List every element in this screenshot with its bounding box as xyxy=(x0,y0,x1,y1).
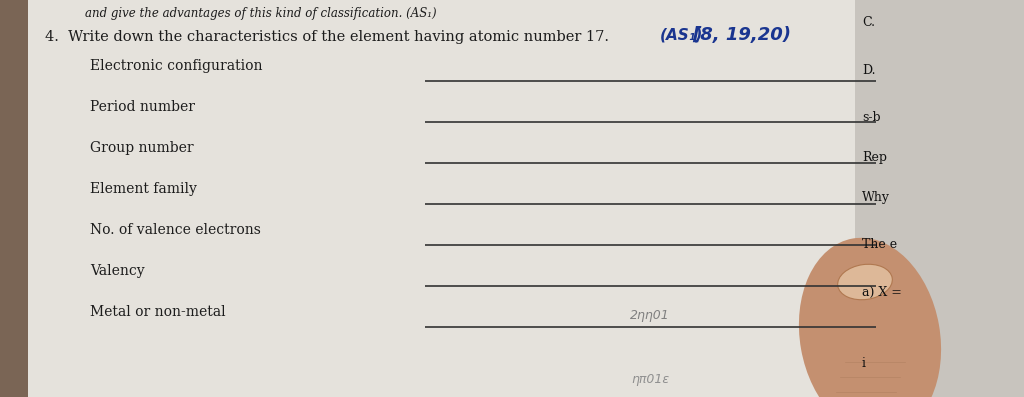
Text: s-b: s-b xyxy=(862,111,881,124)
Ellipse shape xyxy=(799,238,941,397)
Text: Group number: Group number xyxy=(90,141,194,155)
Text: Rep: Rep xyxy=(862,151,887,164)
Text: Metal or non-metal: Metal or non-metal xyxy=(90,305,225,319)
Text: Period number: Period number xyxy=(90,100,195,114)
Text: 4.  Write down the characteristics of the element having atomic number 17.: 4. Write down the characteristics of the… xyxy=(45,30,609,44)
Text: No. of valence electrons: No. of valence electrons xyxy=(90,223,261,237)
Text: [8, 19,20): [8, 19,20) xyxy=(692,26,791,44)
Text: ηπ01ε: ηπ01ε xyxy=(631,372,670,385)
Text: Valency: Valency xyxy=(90,264,144,278)
Text: The e: The e xyxy=(862,238,897,251)
Bar xyxy=(28,0,855,397)
Bar xyxy=(0,0,28,397)
Text: C.: C. xyxy=(862,16,874,29)
Text: Element family: Element family xyxy=(90,182,197,196)
Ellipse shape xyxy=(838,264,892,300)
Text: D.: D. xyxy=(862,64,876,77)
Bar xyxy=(855,0,1024,397)
Text: i: i xyxy=(862,357,866,370)
Text: 2ηη01: 2ηη01 xyxy=(631,308,670,322)
Text: a) X =: a) X = xyxy=(862,286,902,299)
Text: (AS₁): (AS₁) xyxy=(660,28,703,43)
Text: Electronic configuration: Electronic configuration xyxy=(90,59,262,73)
Text: Why: Why xyxy=(862,191,890,204)
Text: and give the advantages of this kind of classification. (AS₁): and give the advantages of this kind of … xyxy=(85,7,436,20)
